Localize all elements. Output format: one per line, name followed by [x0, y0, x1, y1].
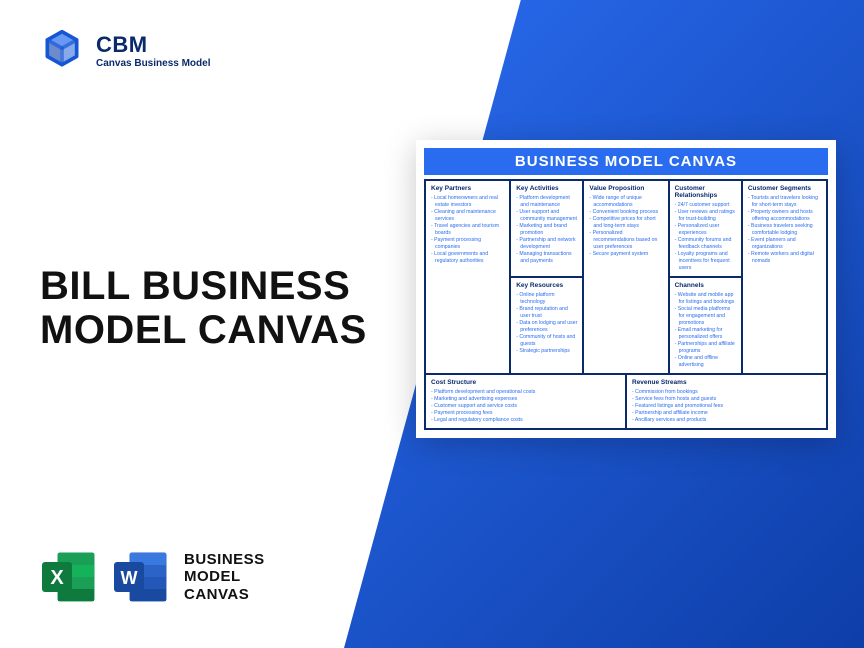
cell-key-partners: Key Partners Local homeowners and real e…	[425, 180, 510, 374]
list-item: Convenient booking process	[589, 209, 662, 216]
list-item: Social media platforms for engagement an…	[675, 306, 736, 327]
list-item: Marketing and advertising expenses	[431, 396, 620, 403]
list-item: Payment processing fees	[431, 410, 620, 417]
list-item: Loyalty programs and incentives for freq…	[675, 251, 736, 272]
list-item: Email marketing for personalized offers	[675, 327, 736, 341]
canvas-preview-card: BUSINESS MODEL CANVAS Key Partners Local…	[416, 140, 836, 438]
list-item: Travel agencies and tourism boards	[431, 223, 504, 237]
cell-value-proposition: Value Proposition Wide range of unique a…	[583, 180, 668, 374]
list-item: Payment processing companies	[431, 237, 504, 251]
footer-apps: X W BUSINESSMODELCANVAS	[40, 550, 265, 604]
list-item: Featured listings and promotional fees	[632, 403, 821, 410]
brand-tagline: Canvas Business Model	[96, 58, 210, 69]
list-item: Service fees from hosts and guests	[632, 396, 821, 403]
label-key-resources: Key Resources	[516, 282, 577, 289]
list-item: Partnership and network development	[516, 237, 577, 251]
list-item: Marketing and brand promotion	[516, 223, 577, 237]
cell-key-activities: Key Activities Platform development and …	[510, 180, 583, 277]
list-item: Cleaning and maintenance services	[431, 209, 504, 223]
label-value-proposition: Value Proposition	[589, 185, 662, 192]
label-customer-relationships: Customer Relationships	[675, 185, 736, 199]
cell-customer-segments: Customer Segments Tourists and travelers…	[742, 180, 827, 374]
label-customer-segments: Customer Segments	[748, 185, 821, 192]
list-item: Website and mobile app for listings and …	[675, 292, 736, 306]
excel-icon: X	[40, 550, 98, 604]
list-item: Property owners and hosts offering accom…	[748, 209, 821, 223]
list-item: Ancillary services and products	[632, 417, 821, 424]
list-item: Community forums and feedback channels	[675, 237, 736, 251]
canvas-title: BUSINESS MODEL CANVAS	[424, 148, 828, 175]
list-item: Secure payment system	[589, 251, 662, 258]
list-item: Personalized recommendations based on us…	[589, 230, 662, 251]
list-item: User support and community management	[516, 209, 577, 223]
word-icon: W	[112, 550, 170, 604]
list-item: Online and offline advertising	[675, 355, 736, 369]
label-cost-structure: Cost Structure	[431, 379, 620, 386]
cell-key-resources: Key Resources Online platform technology…	[510, 277, 583, 374]
list-item: Brand reputation and user trust	[516, 306, 577, 320]
canvas-grid: Key Partners Local homeowners and real e…	[424, 179, 828, 430]
list-item: Event planners and organizations	[748, 237, 821, 251]
list-item: Partnerships and affiliate programs	[675, 341, 736, 355]
list-item: Community of hosts and guests	[516, 334, 577, 348]
label-channels: Channels	[675, 282, 736, 289]
footer-label: BUSINESSMODELCANVAS	[184, 551, 265, 603]
list-item: Local homeowners and real estate investo…	[431, 195, 504, 209]
list-item: Partnership and affiliate income	[632, 410, 821, 417]
label-key-activities: Key Activities	[516, 185, 577, 192]
cbm-logo-icon	[40, 28, 84, 72]
brand-name: CBM	[96, 32, 210, 58]
list-item: Managing transactions and payments	[516, 251, 577, 265]
list-item: 24/7 customer support	[675, 202, 736, 209]
label-key-partners: Key Partners	[431, 185, 504, 192]
list-item: Data on lodging and user preferences	[516, 320, 577, 334]
page-title: BILL BUSINESS MODEL CANVAS	[40, 264, 420, 352]
list-item: Personalized user experiences	[675, 223, 736, 237]
list-item: Platform development and maintenance	[516, 195, 577, 209]
list-item: Online platform technology	[516, 292, 577, 306]
list-item: Commission from bookings	[632, 389, 821, 396]
svg-text:X: X	[50, 567, 64, 589]
list-item: Local governments and regulatory authori…	[431, 251, 504, 265]
cell-customer-relationships: Customer Relationships 24/7 customer sup…	[669, 180, 742, 277]
list-item: Competitive prices for short and long-te…	[589, 216, 662, 230]
cell-cost-structure: Cost Structure Platform development and …	[425, 374, 626, 429]
list-item: Business travelers seeking comfortable l…	[748, 223, 821, 237]
list-item: Tourists and travelers looking for short…	[748, 195, 821, 209]
list-item: Legal and regulatory compliance costs	[431, 417, 620, 424]
label-revenue-streams: Revenue Streams	[632, 379, 821, 386]
list-item: Remote workers and digital nomads	[748, 251, 821, 265]
list-item: Platform development and operational cos…	[431, 389, 620, 396]
cell-revenue-streams: Revenue Streams Commission from bookings…	[626, 374, 827, 429]
list-item: Customer support and service costs	[431, 403, 620, 410]
list-item: Strategic partnerships	[516, 348, 577, 355]
list-item: User reviews and ratings for trust-build…	[675, 209, 736, 223]
cell-channels: Channels Website and mobile app for list…	[669, 277, 742, 374]
list-item: Wide range of unique accommodations	[589, 195, 662, 209]
brand-logo-area: CBM Canvas Business Model	[40, 28, 210, 72]
svg-text:W: W	[121, 568, 138, 588]
